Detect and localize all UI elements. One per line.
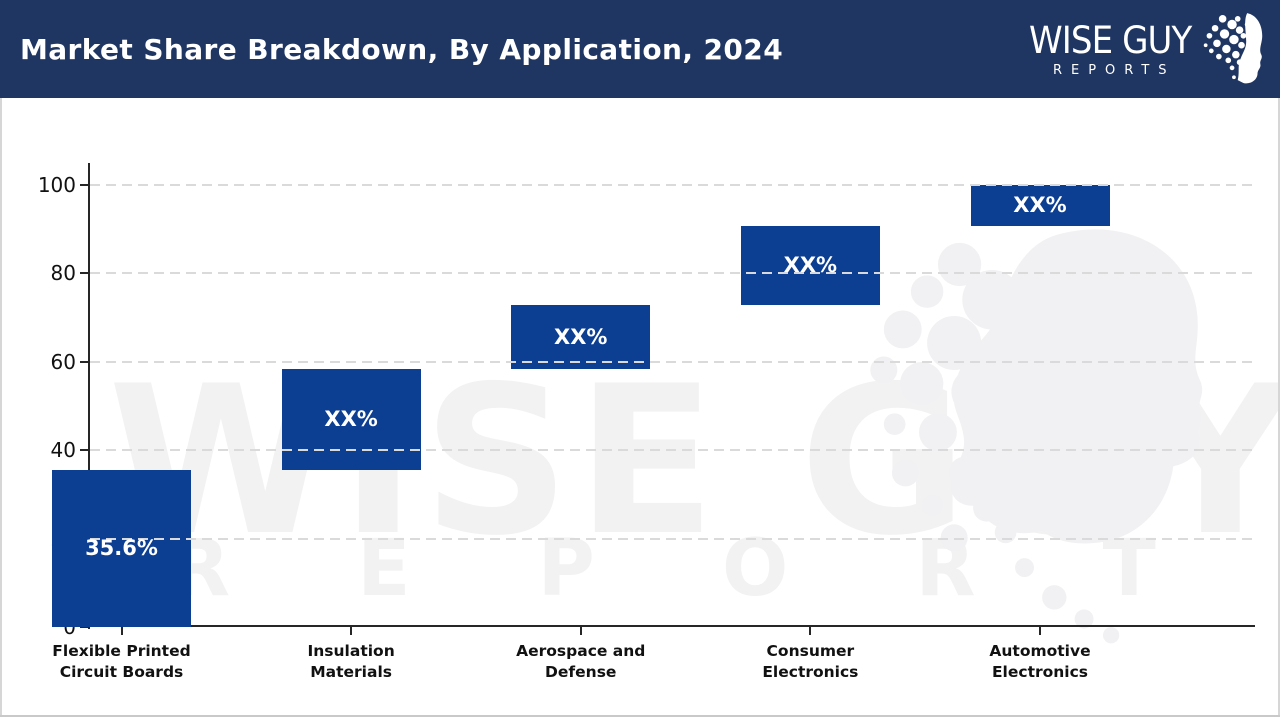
page-title: Market Share Breakdown, By Application, … bbox=[20, 32, 784, 66]
x-axis-line bbox=[88, 625, 1255, 627]
bar-segment bbox=[970, 185, 1110, 226]
y-tick-0 bbox=[80, 626, 88, 628]
logo-face-icon bbox=[1203, 13, 1263, 84]
gridline-80 bbox=[90, 272, 1255, 275]
y-tick-40 bbox=[80, 449, 88, 452]
y-tick-100 bbox=[80, 184, 88, 186]
bar-segment bbox=[281, 368, 421, 470]
y-tick-label-100: 100 bbox=[37, 173, 76, 197]
bar-segment bbox=[740, 225, 880, 305]
x-category-label: Consumer Electronics bbox=[762, 642, 859, 681]
bar-value-label: 35.6% bbox=[85, 536, 158, 561]
gridline-60 bbox=[90, 360, 1255, 363]
x-tick bbox=[579, 627, 582, 635]
bar-segment bbox=[511, 304, 651, 369]
y-tick-label-60: 60 bbox=[50, 349, 76, 374]
header-bar: Market Share Breakdown, By Application, … bbox=[0, 0, 1280, 98]
x-category-label: Flexible Printed Circuit Boards bbox=[52, 642, 191, 681]
y-axis-line bbox=[88, 163, 90, 629]
y-tick-label-40: 40 bbox=[50, 438, 76, 463]
x-category-label: Insulation Materials bbox=[307, 642, 395, 681]
y-tick-60 bbox=[80, 360, 88, 363]
y-tick-80 bbox=[80, 272, 88, 275]
logo-wordmark: WISE GUY bbox=[1028, 18, 1192, 62]
bar-value-label: XX% bbox=[783, 253, 838, 278]
x-tick bbox=[350, 627, 353, 635]
gridline-20 bbox=[90, 537, 1255, 540]
watermark-face-icon bbox=[870, 229, 1203, 644]
x-tick bbox=[120, 627, 123, 635]
bar-value-label: XX% bbox=[1013, 193, 1067, 218]
right-edge-border bbox=[1278, 98, 1280, 716]
bar-segment bbox=[52, 469, 191, 627]
left-edge-border bbox=[0, 98, 2, 716]
x-category-label: Automotive Electronics bbox=[989, 642, 1091, 681]
logo-subtitle: REPORTS bbox=[1052, 62, 1176, 78]
bar-value-label: XX% bbox=[324, 407, 378, 432]
x-tick bbox=[809, 627, 812, 635]
y-tick-label-80: 80 bbox=[50, 261, 76, 286]
plot-area: 02040608010035.6%Flexible PrintedCircuit… bbox=[38, 163, 1255, 681]
logo-text: WISE GUY REPORTS bbox=[1022, 22, 1198, 77]
gridline-40 bbox=[90, 449, 1255, 452]
bar-value-label: XX% bbox=[554, 324, 608, 349]
x-tick bbox=[1039, 627, 1041, 635]
bottom-border bbox=[0, 715, 1280, 717]
x-category-label: Aerospace and Defense bbox=[516, 642, 646, 681]
wise-guy-reports-logo: WISE GUY REPORTS bbox=[1022, 7, 1266, 91]
